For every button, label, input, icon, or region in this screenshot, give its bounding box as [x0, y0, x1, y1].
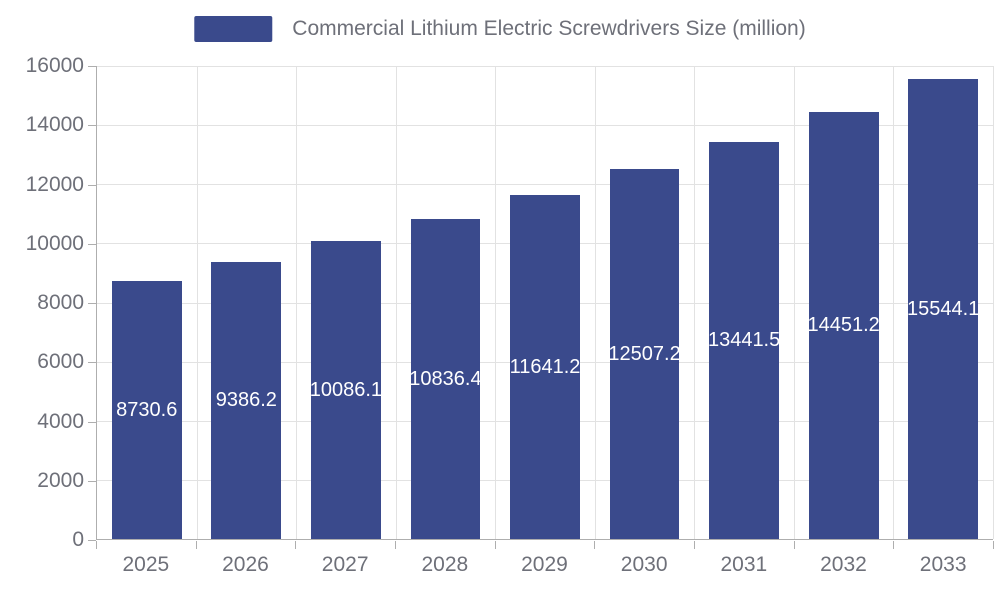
bar[interactable]: 8730.6 — [111, 280, 182, 539]
x-tick-label: 2026 — [222, 553, 269, 576]
y-tick-label: 0 — [72, 528, 84, 551]
bar-value-label: 9386.2 — [215, 389, 277, 412]
bar-value-label: 15544.1 — [908, 298, 979, 321]
y-axis-tick — [88, 421, 96, 423]
x-axis-tick — [594, 541, 596, 549]
y-axis-tick — [88, 303, 96, 304]
bar[interactable]: 11641.2 — [510, 194, 580, 539]
y-tick-label: 6000 — [37, 350, 84, 374]
x-axis-tick — [195, 541, 197, 549]
v-gridline — [793, 66, 795, 539]
x-axis-tick — [295, 541, 297, 549]
x-axis-tick — [694, 541, 695, 549]
legend-swatch — [194, 16, 273, 42]
bar[interactable]: 10086.1 — [310, 240, 381, 539]
v-gridline — [694, 66, 696, 539]
legend-label: Commercial Lithium Electric Screwdrivers… — [292, 17, 806, 40]
x-tick-label: 2030 — [620, 553, 668, 576]
bar[interactable]: 14451.2 — [808, 111, 879, 539]
bar-value-label: 13441.5 — [709, 329, 780, 352]
v-gridline — [196, 66, 198, 539]
bar-value-label: 11641.2 — [510, 355, 580, 378]
x-axis-tick — [993, 541, 994, 549]
y-tick-label: 16000 — [25, 54, 84, 77]
x-tick-label: 2033 — [919, 553, 967, 576]
bar[interactable]: 10836.4 — [410, 218, 481, 539]
v-gridline — [893, 66, 895, 539]
y-axis-tick — [88, 184, 96, 186]
x-axis-tick — [494, 541, 496, 549]
x-tick-label: 2031 — [720, 553, 768, 576]
x-tick-label: 2028 — [421, 553, 469, 576]
y-axis-tick — [88, 125, 96, 127]
bar[interactable]: 15544.1 — [908, 79, 979, 539]
y-tick-label: 12000 — [25, 172, 84, 196]
h-gridline — [97, 66, 993, 67]
y-axis-tick — [88, 480, 96, 482]
v-gridline — [296, 66, 298, 539]
x-axis-tick — [395, 541, 396, 549]
bar-value-label: 14451.2 — [808, 314, 879, 337]
y-tick-label: 8000 — [37, 291, 84, 314]
bar-value-label: 10836.4 — [410, 367, 481, 390]
v-gridline — [395, 66, 397, 539]
x-axis-tick — [96, 541, 97, 549]
bar[interactable]: 13441.5 — [709, 141, 780, 539]
bar-value-label: 12507.2 — [609, 343, 680, 366]
v-gridline — [993, 66, 994, 539]
y-axis-tick — [88, 362, 96, 364]
h-gridline — [97, 125, 993, 127]
x-tick-label: 2027 — [321, 553, 369, 576]
y-axis-tick — [88, 243, 96, 245]
y-tick-label: 2000 — [37, 468, 84, 492]
v-gridline — [495, 66, 497, 539]
y-axis-tick — [88, 66, 96, 67]
x-tick-label: 2025 — [122, 553, 170, 576]
y-tick-label: 10000 — [25, 231, 84, 255]
y-tick-label: 4000 — [37, 409, 84, 433]
y-tick-label: 14000 — [25, 113, 84, 137]
x-tick-label: 2032 — [820, 553, 867, 576]
h-gridline — [97, 184, 993, 186]
y-axis-tick — [88, 540, 96, 541]
bar-value-label: 8730.6 — [116, 398, 178, 421]
plot-area: 8730.6 9386.2 10086.1 10836.4 11641.2 12507.2… — [96, 66, 994, 540]
x-tick-label: 2029 — [521, 553, 568, 576]
bar-value-label: 10086.1 — [310, 378, 381, 401]
x-axis-tick — [893, 541, 895, 549]
legend-item[interactable]: Commercial Lithium Electric Screwdrivers… — [194, 15, 806, 43]
bar[interactable]: 12507.2 — [609, 169, 680, 539]
x-axis-tick — [793, 541, 795, 549]
bar[interactable]: 9386.2 — [211, 261, 282, 539]
v-gridline — [594, 66, 596, 539]
